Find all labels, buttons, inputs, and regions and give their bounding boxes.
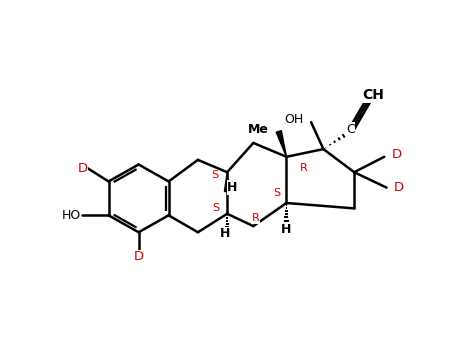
Polygon shape (225, 172, 230, 191)
Text: H: H (227, 181, 238, 194)
Text: R: R (252, 213, 259, 223)
Text: S: S (213, 203, 219, 213)
Text: R: R (299, 162, 307, 172)
Text: OH: OH (284, 113, 303, 126)
Text: D: D (77, 162, 87, 175)
Text: S: S (211, 170, 218, 180)
Text: S: S (273, 188, 280, 198)
Text: C: C (346, 122, 355, 136)
Text: CH: CH (363, 88, 385, 102)
Text: D: D (133, 250, 144, 263)
Text: H: H (219, 227, 230, 240)
Text: Me: Me (248, 122, 269, 136)
Text: D: D (394, 181, 405, 194)
Text: H: H (281, 223, 292, 236)
Polygon shape (276, 131, 286, 157)
Text: HO: HO (61, 209, 81, 222)
Text: D: D (392, 148, 402, 161)
